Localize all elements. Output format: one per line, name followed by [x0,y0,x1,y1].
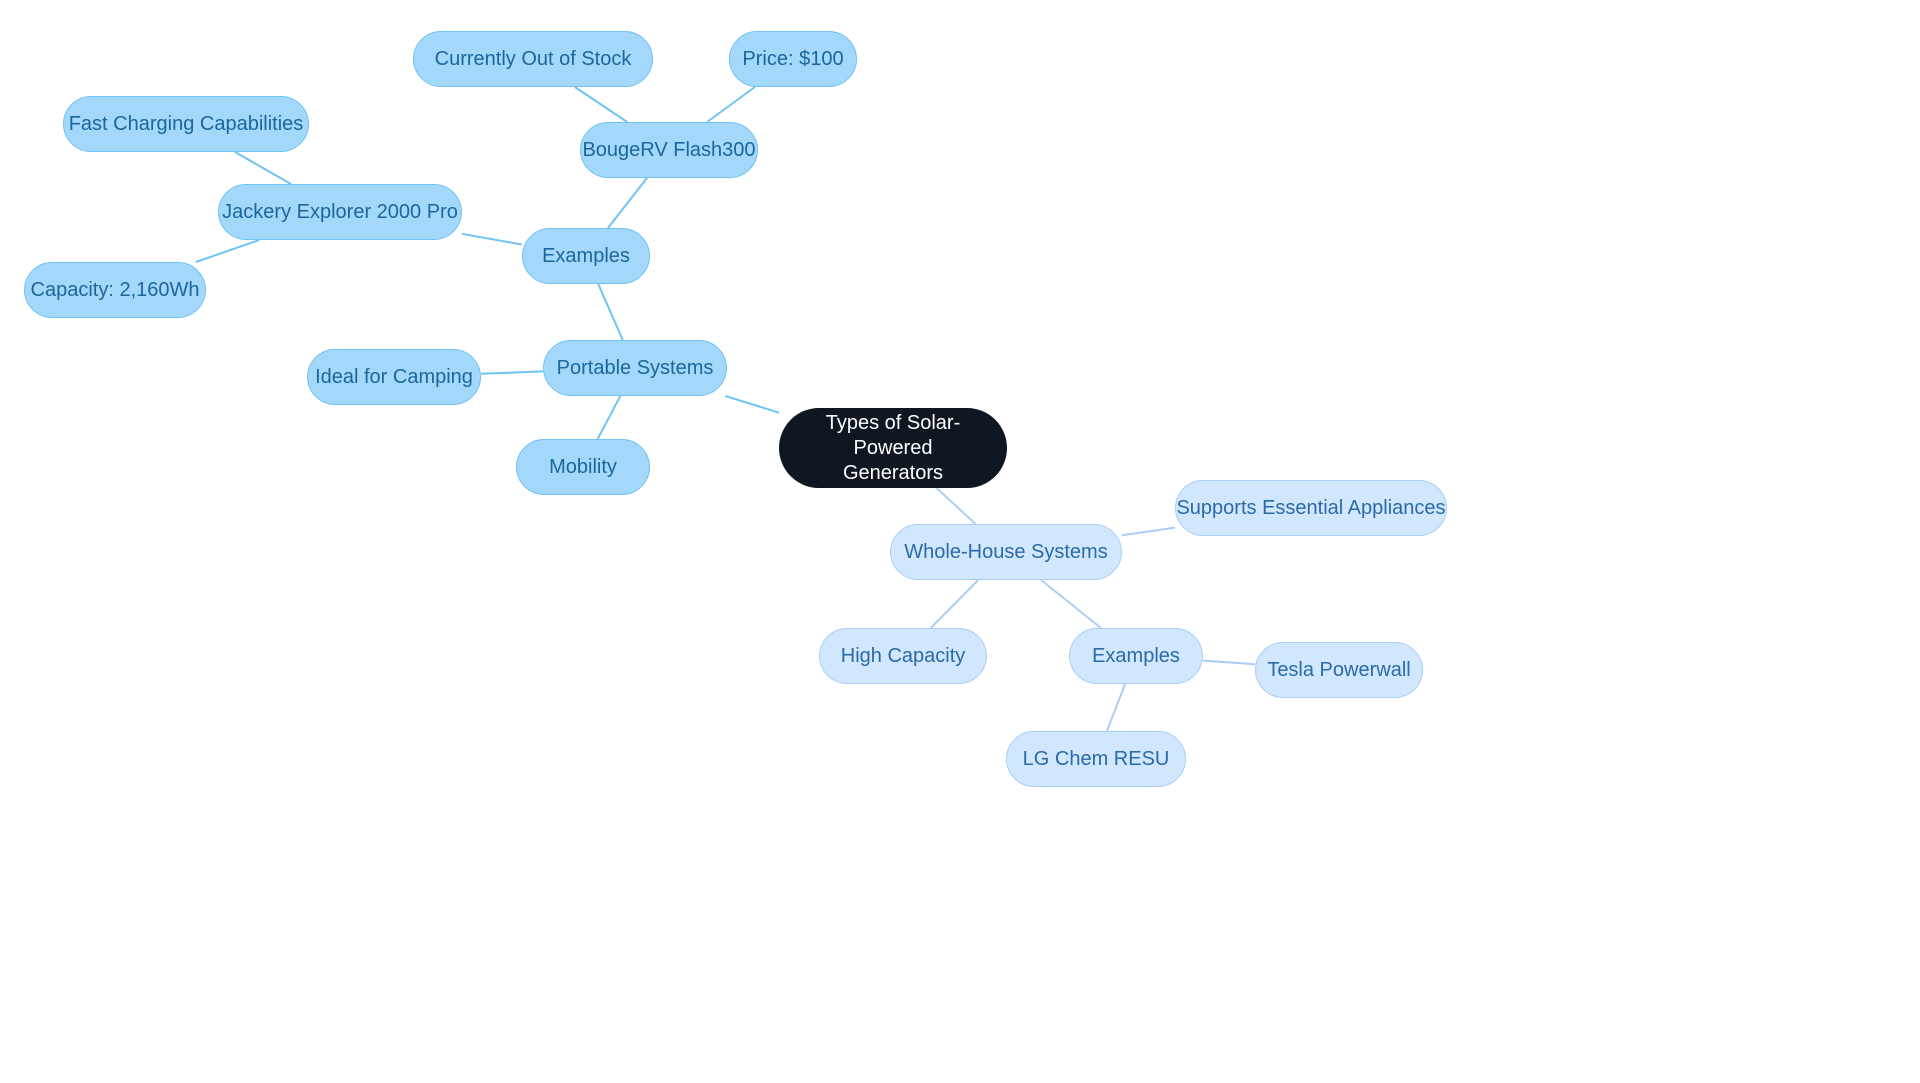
node-label: High Capacity [841,644,966,669]
edge-root-whole [936,488,975,524]
node-fast: Fast Charging Capabilities [63,96,309,152]
node-highcap: High Capacity [819,628,987,684]
node-label: BougeRV Flash300 [582,138,755,163]
edge-jackery-capacity [196,240,259,262]
node-supports: Supports Essential Appliances [1175,480,1447,536]
node-label: LG Chem RESU [1023,747,1170,772]
edge-whole-supports [1122,528,1175,536]
edge-examples2-tesla [1203,661,1255,665]
node-portable: Portable Systems [543,340,727,396]
edge-whole-highcap [931,580,979,628]
node-label: Examples [1092,644,1180,669]
edge-portable-mobility [598,396,621,439]
node-label: Ideal for Camping [315,365,473,390]
node-label: Currently Out of Stock [435,47,632,72]
node-label: Fast Charging Capabilities [69,112,304,137]
node-examples1: Examples [522,228,650,284]
edge-portable-examples1 [598,284,623,340]
edge-bouge-outofstock [575,87,627,122]
node-tesla: Tesla Powerwall [1255,642,1423,698]
edge-portable-camping [481,371,543,373]
node-label: Supports Essential Appliances [1176,496,1445,521]
node-examples2: Examples [1069,628,1203,684]
node-price: Price: $100 [729,31,857,87]
node-mobility: Mobility [516,439,650,495]
node-label: Mobility [549,455,617,480]
edge-bouge-price [707,87,755,122]
node-label: Examples [542,244,630,269]
node-label: Types of Solar-Powered Generators [804,411,982,486]
node-outofstock: Currently Out of Stock [413,31,653,87]
edge-examples1-bouge [608,178,647,228]
edge-examples2-lgchem [1107,684,1125,731]
node-label: Whole-House Systems [904,540,1107,565]
node-root: Types of Solar-Powered Generators [779,408,1007,488]
node-label: Tesla Powerwall [1267,658,1410,683]
node-bouge: BougeRV Flash300 [580,122,758,178]
node-camping: Ideal for Camping [307,349,481,405]
node-capacity: Capacity: 2,160Wh [24,262,206,318]
node-label: Capacity: 2,160Wh [31,278,200,303]
node-label: Price: $100 [742,47,843,72]
edge-jackery-fast [235,152,291,184]
edge-root-portable [725,396,779,413]
node-whole: Whole-House Systems [890,524,1122,580]
node-label: Portable Systems [557,356,714,381]
edge-examples1-jackery [462,234,522,245]
node-label: Jackery Explorer 2000 Pro [222,200,458,225]
node-jackery: Jackery Explorer 2000 Pro [218,184,462,240]
node-lgchem: LG Chem RESU [1006,731,1186,787]
edge-whole-examples2 [1041,580,1101,628]
